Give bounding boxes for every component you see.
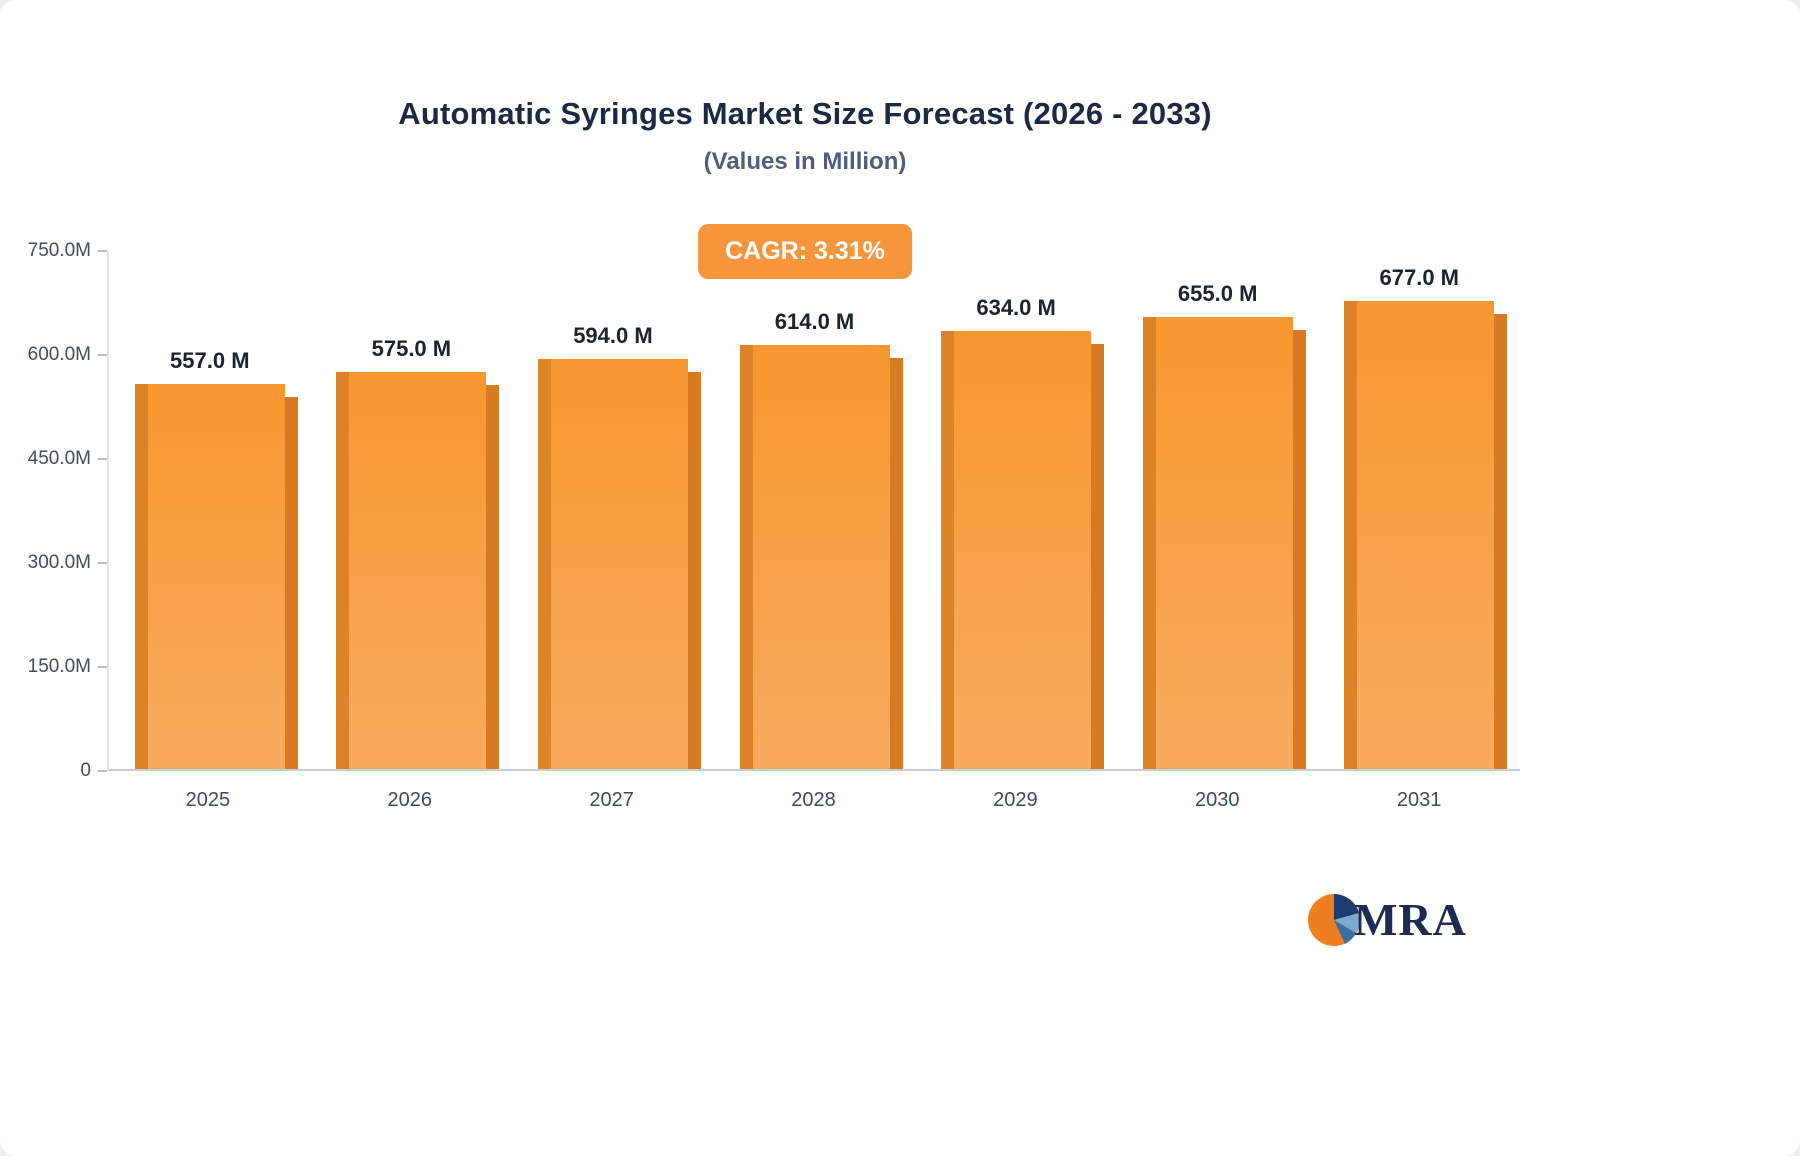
bar-value-label: 634.0 M — [976, 295, 1056, 321]
bar-value-label: 655.0 M — [1177, 280, 1258, 306]
bar-value-label: 557.0 M — [170, 348, 250, 374]
x-axis-label: 2026 — [387, 789, 433, 811]
x-axis-labels: 2025 2026 2027 2028 2029 2030 2031 — [107, 771, 1520, 812]
bar — [134, 384, 298, 769]
x-axis-label: 2029 — [993, 789, 1038, 811]
y-axis-tick-mark — [98, 458, 107, 460]
bar-column: 594.0 M — [512, 251, 714, 770]
y-axis-tick-mark — [98, 770, 107, 772]
cagr-badge: CAGR: 3.31% — [698, 224, 912, 279]
chart-header: Automatic Syringes Market Size Forecast … — [0, 0, 1610, 176]
y-axis-tick: 450.0M — [28, 448, 107, 470]
bar — [1142, 316, 1306, 770]
bar-value-label: 594.0 M — [573, 322, 653, 348]
y-axis-tick-label: 600.0M — [27, 344, 91, 365]
bar-value-label: 677.0 M — [1379, 265, 1460, 291]
y-axis-tick-label: 300.0M — [27, 552, 91, 573]
bar-column: 655.0 M — [1117, 251, 1319, 770]
y-axis-tick-label: 150.0M — [27, 656, 91, 677]
mra-logo-icon — [1308, 893, 1360, 946]
y-axis-tick: 600.0M — [28, 344, 107, 366]
bar — [1344, 301, 1508, 769]
x-axis-label: 2030 — [1194, 789, 1240, 811]
y-axis-tick: 300.0M — [28, 552, 107, 574]
y-axis: 0 150.0M 300.0M 450.0M 600.0M 750.0M — [15, 240, 107, 781]
y-axis-tick-mark — [98, 562, 107, 564]
bar-column: 634.0 M — [915, 251, 1117, 769]
bar-column: 677.0 M — [1318, 251, 1520, 769]
y-axis-tick-mark — [98, 666, 107, 668]
y-axis-tick-label: 450.0M — [27, 448, 91, 469]
bar-column: 557.0 M — [109, 251, 311, 769]
y-axis-tick-label: 750.0M — [27, 240, 91, 261]
chart-subtitle: (Values in Million) — [703, 148, 907, 175]
bar-column: 614.0 M — [714, 251, 916, 770]
bar-value-label: 614.0 M — [774, 308, 855, 334]
x-axis-label: 2027 — [589, 789, 634, 811]
chart-title: Automatic Syringes Market Size Forecast … — [398, 96, 1212, 131]
x-axis-label: 2025 — [185, 789, 231, 811]
bar — [336, 371, 500, 770]
x-axis-label: 2028 — [791, 789, 836, 811]
mra-logo-text: MRA — [1354, 894, 1467, 945]
mra-logo: MRA — [1308, 893, 1467, 946]
y-axis-tick: 750.0M — [28, 240, 107, 262]
y-axis-tick-label: 0 — [80, 760, 91, 781]
bar — [941, 331, 1105, 769]
plot-area: 557.0 M 575.0 M 594.0 M 614.0 M 634.0 M 655.0… — [107, 251, 1520, 771]
y-axis-tick: 150.0M — [28, 656, 107, 678]
bar-value-label: 575.0 M — [371, 335, 452, 361]
bar-column: 575.0 M — [311, 251, 513, 770]
y-axis-tick-mark — [98, 354, 107, 356]
bar — [739, 344, 903, 770]
x-axis-label: 2031 — [1396, 789, 1442, 811]
bar — [537, 358, 701, 770]
y-axis-tick-mark — [98, 250, 107, 252]
y-axis-tick: 0 — [80, 760, 107, 782]
